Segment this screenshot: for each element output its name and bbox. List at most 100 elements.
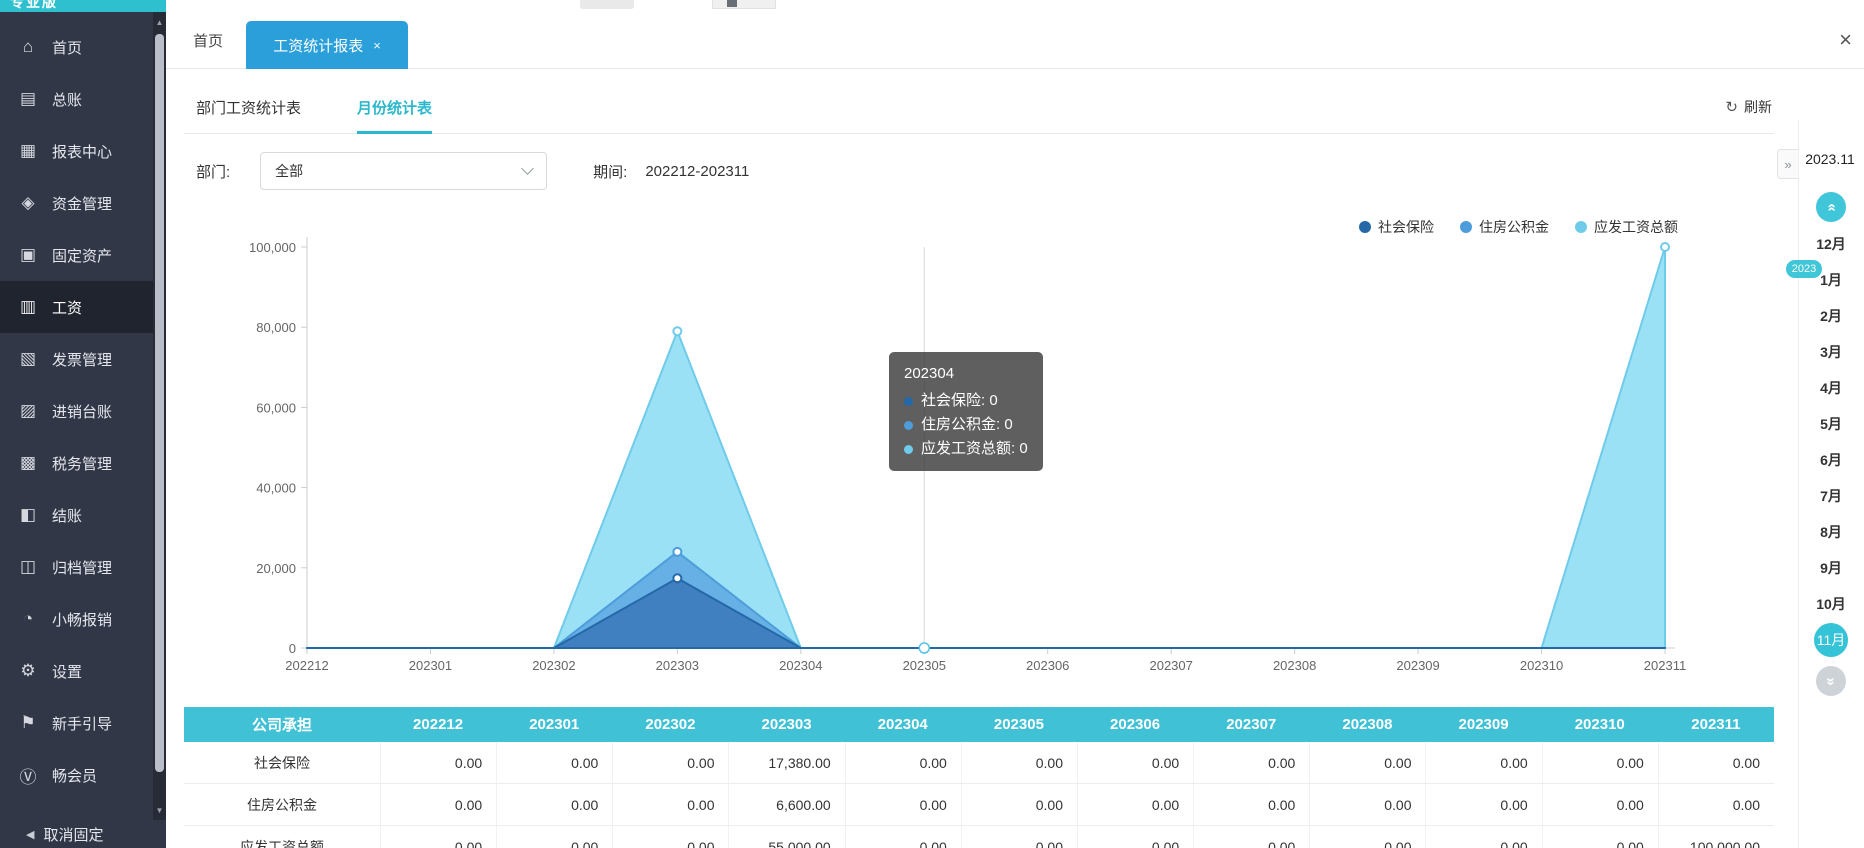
calendar-scroll-up-button[interactable]: »: [1816, 192, 1846, 222]
general-ledger-icon: ▤: [19, 89, 37, 108]
legend-item-应发工资总额[interactable]: 应发工资总额: [1575, 217, 1678, 237]
department-select[interactable]: 全部: [260, 152, 548, 190]
table-header-cell: 202212: [413, 716, 464, 733]
calendar-month-8月[interactable]: 8月: [1820, 524, 1842, 540]
topbar-control-fragment[interactable]: [712, 0, 776, 9]
table-header-cell: 公司承担: [251, 717, 312, 734]
table-cell: 0.00: [380, 826, 496, 848]
sidebar-item-guide[interactable]: ⚑ 新手引导: [0, 697, 166, 749]
svg-text:20,000: 20,000: [256, 561, 296, 576]
sidebar-item-general-ledger[interactable]: ▤ 总账: [0, 73, 166, 125]
calendar-collapse-handle[interactable]: »: [1777, 149, 1798, 179]
table-cell: 0.00: [1541, 784, 1658, 825]
unpin-icon: ◀: [26, 828, 35, 841]
table-header-cell: 202311: [1691, 716, 1741, 733]
calendar-month-10月[interactable]: 10月: [1816, 596, 1846, 612]
legend-label: 住房公积金: [1479, 219, 1549, 235]
svg-text:202304: 202304: [779, 658, 822, 673]
svg-text:202306: 202306: [1026, 658, 1069, 673]
table-header-cell: 202302: [645, 716, 696, 733]
sidebar-scrollbar[interactable]: ▲ ▼: [153, 12, 166, 820]
sidebar-item-member[interactable]: Ⓥ 畅会员: [0, 749, 166, 801]
tab-salary-report[interactable]: 工资统计报表 ×: [246, 21, 408, 69]
table-header-cell: 202306: [1110, 716, 1161, 733]
table-header-cell: 202308: [1342, 716, 1393, 733]
sidebar-item-label: 设置: [52, 663, 83, 681]
sidebar-item-funds[interactable]: ◈ 资金管理: [0, 177, 166, 229]
table-cell: 0.00: [1309, 826, 1425, 848]
sidebar-item-label: 总账: [52, 91, 83, 109]
calendar-month-1月[interactable]: 1月: [1820, 272, 1842, 288]
sidebar-item-invoice[interactable]: ▧ 发票管理: [0, 333, 166, 385]
calendar-month-9月[interactable]: 9月: [1820, 560, 1842, 576]
sidebar-item-home[interactable]: ⌂ 首页: [0, 21, 166, 73]
sidebar-item-label: 税务管理: [52, 455, 113, 473]
calendar-month-3月[interactable]: 3月: [1820, 344, 1842, 360]
subtab-department-salary[interactable]: 部门工资统计表: [196, 99, 302, 117]
calendar-month-7月[interactable]: 7月: [1820, 488, 1842, 504]
table-cell: 0.00: [496, 742, 612, 783]
chart-canvas[interactable]: 0 20,000 40,000 60,000 80,000 100,000 202212 20…: [170, 230, 1730, 680]
table-header-cell: 202307: [1226, 716, 1277, 733]
table-header-cell: 202301: [529, 716, 580, 733]
scroll-down-icon[interactable]: ▼: [155, 805, 164, 815]
sidebar-item-closing[interactable]: ◧ 结账: [0, 489, 166, 541]
sidebar: ⌂ 首页 ▤ 总账 ▦ 报表中心 ◈ 资金管理 ▣ 固定资产 ▥ 工资 ▧ 发票管理 ▨ 进销台账 ▩ 税务管理 ◧…: [0, 12, 166, 848]
sidebar-item-reimburse[interactable]: ◔ 小畅报销: [0, 593, 166, 645]
table-cell: 0.00: [612, 784, 728, 825]
legend-dot-icon: [1460, 221, 1472, 233]
salary-table: 公司承担 202212 202301 202302 202303 202304 202305…: [184, 707, 1774, 848]
calendar-month-2月[interactable]: 2月: [1820, 308, 1842, 324]
table-cell: 100,000.00: [1657, 826, 1774, 848]
sidebar-item-archive[interactable]: ◫ 归档管理: [0, 541, 166, 593]
table-cell: 0.00: [1193, 826, 1309, 848]
calendar-month-6月[interactable]: 6月: [1820, 452, 1842, 468]
table-row-label: 应发工资总额: [240, 838, 324, 848]
table-cell: 0.00: [1076, 742, 1193, 783]
salary-icon: ▥: [19, 297, 37, 316]
sidebar-unpin-button[interactable]: ◀ 取消固定: [0, 820, 153, 848]
tab-close-icon[interactable]: ×: [373, 37, 381, 53]
table-cell: 0.00: [960, 784, 1077, 825]
table-cell: 0.00: [496, 784, 612, 825]
calendar-month-12月[interactable]: 12月: [1816, 236, 1846, 252]
sidebar-item-fixed-assets[interactable]: ▣ 固定资产: [0, 229, 166, 281]
legend-dot-icon: [1359, 221, 1371, 233]
double-chevron-down-icon: »: [1822, 676, 1840, 686]
sidebar-item-tax[interactable]: ▩ 税务管理: [0, 437, 166, 489]
sidebar-item-settings[interactable]: ⚙ 设置: [0, 645, 166, 697]
scroll-up-icon[interactable]: ▲: [155, 17, 164, 27]
legend-label: 应发工资总额: [1594, 219, 1678, 235]
close-icon[interactable]: ×: [1839, 27, 1852, 52]
legend-item-住房公积金[interactable]: 住房公积金: [1460, 217, 1549, 237]
calendar-month-5月[interactable]: 5月: [1820, 416, 1842, 432]
sidebar-menu: ⌂ 首页 ▤ 总账 ▦ 报表中心 ◈ 资金管理 ▣ 固定资产 ▥ 工资 ▧ 发票管理 ▨ 进销台账 ▩ 税务管理 ◧…: [0, 12, 166, 801]
calendar-scroll-down-button[interactable]: »: [1816, 666, 1846, 696]
table-header-cell: 202303: [761, 716, 812, 733]
subtab-monthly-stats[interactable]: 月份统计表: [357, 81, 433, 134]
table-header-cell: 202310: [1574, 716, 1625, 733]
tooltip-dot-icon: [904, 396, 913, 406]
scrollbar-thumb[interactable]: [155, 34, 164, 772]
sidebar-item-salary[interactable]: ▥ 工资: [0, 281, 166, 333]
chart-tooltip-items: 社会保险: 0 住房公积金: 0 应发工资总额: 0: [904, 389, 1028, 461]
sidebar-item-report-center[interactable]: ▦ 报表中心: [0, 125, 166, 177]
topbar-button-fragment[interactable]: [580, 0, 634, 9]
sidebar-item-label: 结账: [52, 507, 83, 525]
table-cell: 0.00: [1657, 784, 1774, 825]
sidebar-item-label: 工资: [52, 299, 83, 317]
calendar-month-11月[interactable]: 11月: [1814, 623, 1848, 657]
svg-text:202303: 202303: [656, 658, 699, 673]
tab-home[interactable]: 首页: [193, 32, 224, 50]
svg-text:202212: 202212: [285, 658, 328, 673]
table-cell: 0.00: [1309, 784, 1425, 825]
period-value: 202212-202311: [645, 162, 750, 180]
sidebar-item-purchase-sales[interactable]: ▨ 进销台账: [0, 385, 166, 437]
legend-item-社会保险[interactable]: 社会保险: [1359, 217, 1434, 237]
calendar-month-4月[interactable]: 4月: [1820, 380, 1842, 396]
guide-icon: ⚑: [20, 713, 36, 732]
sidebar-item-label: 归档管理: [52, 559, 113, 577]
department-label: 部门:: [196, 163, 231, 181]
refresh-button[interactable]: ↻ 刷新: [1725, 97, 1774, 117]
closing-icon: ◧: [19, 505, 37, 524]
